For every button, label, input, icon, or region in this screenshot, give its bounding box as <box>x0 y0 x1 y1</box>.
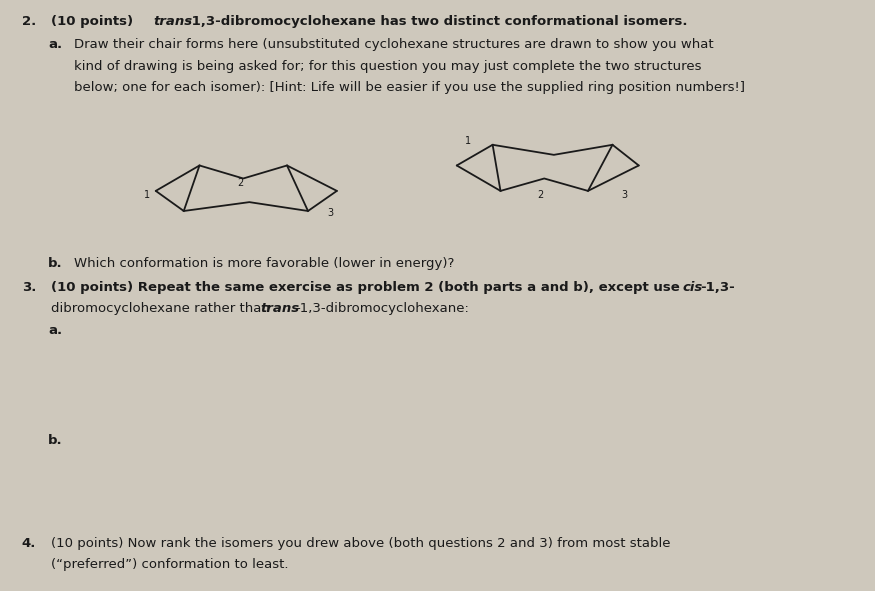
Text: -1,3-dibromocyclohexane has two distinct conformational isomers.: -1,3-dibromocyclohexane has two distinct… <box>186 15 688 28</box>
Text: cis: cis <box>682 281 703 294</box>
Text: 3: 3 <box>621 190 628 200</box>
Text: (10 points): (10 points) <box>51 15 137 28</box>
Text: 1: 1 <box>144 190 150 200</box>
Text: -1,3-: -1,3- <box>700 281 735 294</box>
Text: 4.: 4. <box>22 537 36 550</box>
Text: a.: a. <box>48 324 62 337</box>
Text: b.: b. <box>48 257 63 270</box>
Text: a.: a. <box>48 38 62 51</box>
Text: (10 points) Now rank the isomers you drew above (both questions 2 and 3) from mo: (10 points) Now rank the isomers you dre… <box>51 537 670 550</box>
Text: kind of drawing is being asked for; for this question you may just complete the : kind of drawing is being asked for; for … <box>74 60 702 73</box>
Text: (“preferred”) conformation to least.: (“preferred”) conformation to least. <box>51 558 288 571</box>
Text: 3: 3 <box>328 208 334 217</box>
Text: Which conformation is more favorable (lower in energy)?: Which conformation is more favorable (lo… <box>74 257 455 270</box>
Text: Draw their chair forms here (unsubstituted cyclohexane structures are drawn to s: Draw their chair forms here (unsubstitut… <box>74 38 714 51</box>
Text: (10 points) Repeat the same exercise as problem 2 (both parts a and b), except u: (10 points) Repeat the same exercise as … <box>51 281 684 294</box>
Text: 2: 2 <box>537 190 544 200</box>
Text: trans: trans <box>261 302 300 315</box>
Text: dibromocyclohexane rather than: dibromocyclohexane rather than <box>51 302 274 315</box>
Text: 2: 2 <box>237 178 244 187</box>
Text: 1: 1 <box>466 136 472 145</box>
Text: trans: trans <box>153 15 192 28</box>
Text: -1,3-dibromocyclohexane:: -1,3-dibromocyclohexane: <box>295 302 469 315</box>
Text: below; one for each isomer): [Hint: Life will be easier if you use the supplied : below; one for each isomer): [Hint: Life… <box>74 81 746 94</box>
Text: b.: b. <box>48 434 63 447</box>
Text: 3.: 3. <box>22 281 36 294</box>
Text: 2.: 2. <box>22 15 36 28</box>
